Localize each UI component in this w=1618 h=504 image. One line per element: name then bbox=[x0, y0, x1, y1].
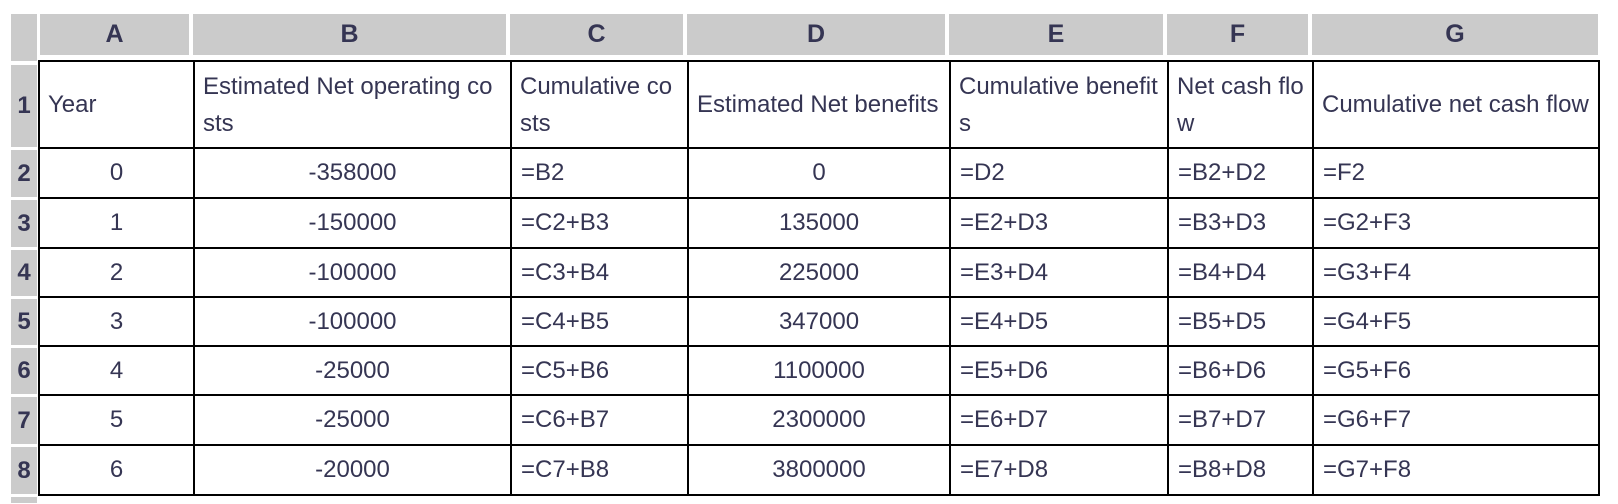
cell-a7[interactable]: 5 bbox=[38, 394, 195, 446]
cell-b6[interactable]: -25000 bbox=[193, 345, 512, 396]
row-header-7[interactable]: 7 bbox=[11, 397, 37, 447]
cell-c8[interactable]: =C7+B8 bbox=[510, 444, 689, 496]
cell-e6[interactable]: =E5+D6 bbox=[949, 345, 1169, 396]
cell-f5[interactable]: =B5+D5 bbox=[1167, 296, 1314, 347]
cell-f1[interactable]: Net cash flow bbox=[1167, 60, 1314, 149]
cell-g6[interactable]: =G5+F6 bbox=[1312, 345, 1600, 396]
cell-f7[interactable]: =B7+D7 bbox=[1167, 394, 1314, 446]
col-header-d[interactable]: D bbox=[687, 14, 949, 55]
cell-b8[interactable]: -20000 bbox=[193, 444, 512, 496]
cell-e7[interactable]: =E6+D7 bbox=[949, 394, 1169, 446]
cell-f8[interactable]: =B8+D8 bbox=[1167, 444, 1314, 496]
row-header-sliver bbox=[11, 497, 37, 503]
cell-b5[interactable]: -100000 bbox=[193, 296, 512, 347]
cell-d5[interactable]: 347000 bbox=[687, 296, 951, 347]
cell-c1[interactable]: Cumulative costs bbox=[510, 60, 689, 149]
cell-g8[interactable]: =G7+F8 bbox=[1312, 444, 1600, 496]
cell-b2[interactable]: -358000 bbox=[193, 147, 512, 199]
cell-a2[interactable]: 0 bbox=[38, 147, 195, 199]
cell-b7[interactable]: -25000 bbox=[193, 394, 512, 446]
cell-d4[interactable]: 225000 bbox=[687, 247, 951, 298]
cell-d2[interactable]: 0 bbox=[687, 147, 951, 199]
cell-grid: Year Estimated Net operating costs Cumulat… bbox=[38, 60, 1600, 496]
row-header-1[interactable]: 1 bbox=[11, 65, 37, 150]
cell-f4[interactable]: =B4+D4 bbox=[1167, 247, 1314, 298]
cell-c7[interactable]: =C6+B7 bbox=[510, 394, 689, 446]
cell-g5[interactable]: =G4+F5 bbox=[1312, 296, 1600, 347]
cell-e1[interactable]: Cumulative benefits bbox=[949, 60, 1169, 149]
cell-g4[interactable]: =G3+F4 bbox=[1312, 247, 1600, 298]
cell-a6[interactable]: 4 bbox=[38, 345, 195, 396]
cell-e3[interactable]: =E2+D3 bbox=[949, 197, 1169, 249]
cell-e4[interactable]: =E3+D4 bbox=[949, 247, 1169, 298]
cell-e5[interactable]: =E4+D5 bbox=[949, 296, 1169, 347]
cell-a3[interactable]: 1 bbox=[38, 197, 195, 249]
row-header-5[interactable]: 5 bbox=[11, 299, 37, 348]
cell-c6[interactable]: =C5+B6 bbox=[510, 345, 689, 396]
col-header-f[interactable]: F bbox=[1167, 14, 1312, 55]
row-header-4[interactable]: 4 bbox=[11, 250, 37, 299]
cell-b4[interactable]: -100000 bbox=[193, 247, 512, 298]
cell-g3[interactable]: =G2+F3 bbox=[1312, 197, 1600, 249]
row-header-8[interactable]: 8 bbox=[11, 447, 37, 497]
cell-g7[interactable]: =G6+F7 bbox=[1312, 394, 1600, 446]
cell-e8[interactable]: =E7+D8 bbox=[949, 444, 1169, 496]
cell-c4[interactable]: =C3+B4 bbox=[510, 247, 689, 298]
cell-f3[interactable]: =B3+D3 bbox=[1167, 197, 1314, 249]
cell-d1[interactable]: Estimated Net benefits bbox=[687, 60, 951, 149]
cell-d3[interactable]: 135000 bbox=[687, 197, 951, 249]
row-header-3[interactable]: 3 bbox=[11, 200, 37, 250]
cell-a4[interactable]: 2 bbox=[38, 247, 195, 298]
col-header-c[interactable]: C bbox=[510, 14, 687, 55]
cell-f2[interactable]: =B2+D2 bbox=[1167, 147, 1314, 199]
cell-g1[interactable]: Cumulative net cash flow bbox=[1312, 60, 1600, 149]
cell-f6[interactable]: =B6+D6 bbox=[1167, 345, 1314, 396]
col-header-a[interactable]: A bbox=[40, 14, 193, 55]
cell-c2[interactable]: =B2 bbox=[510, 147, 689, 199]
cell-d8[interactable]: 3800000 bbox=[687, 444, 951, 496]
cell-c5[interactable]: =C4+B5 bbox=[510, 296, 689, 347]
col-header-e[interactable]: E bbox=[949, 14, 1167, 55]
col-header-b[interactable]: B bbox=[193, 14, 510, 55]
cell-a5[interactable]: 3 bbox=[38, 296, 195, 347]
row-header-2[interactable]: 2 bbox=[11, 150, 37, 200]
cell-g2[interactable]: =F2 bbox=[1312, 147, 1600, 199]
cell-d6[interactable]: 1100000 bbox=[687, 345, 951, 396]
cell-c3[interactable]: =C2+B3 bbox=[510, 197, 689, 249]
cell-a8[interactable]: 6 bbox=[38, 444, 195, 496]
cell-b1[interactable]: Estimated Net operating costs bbox=[193, 60, 512, 149]
col-header-g[interactable]: G bbox=[1312, 14, 1598, 55]
cell-d7[interactable]: 2300000 bbox=[687, 394, 951, 446]
cell-b3[interactable]: -150000 bbox=[193, 197, 512, 249]
cell-a1[interactable]: Year bbox=[38, 60, 195, 149]
cell-e2[interactable]: =D2 bbox=[949, 147, 1169, 199]
select-all-corner[interactable] bbox=[11, 14, 37, 61]
row-header-6[interactable]: 6 bbox=[11, 348, 37, 397]
